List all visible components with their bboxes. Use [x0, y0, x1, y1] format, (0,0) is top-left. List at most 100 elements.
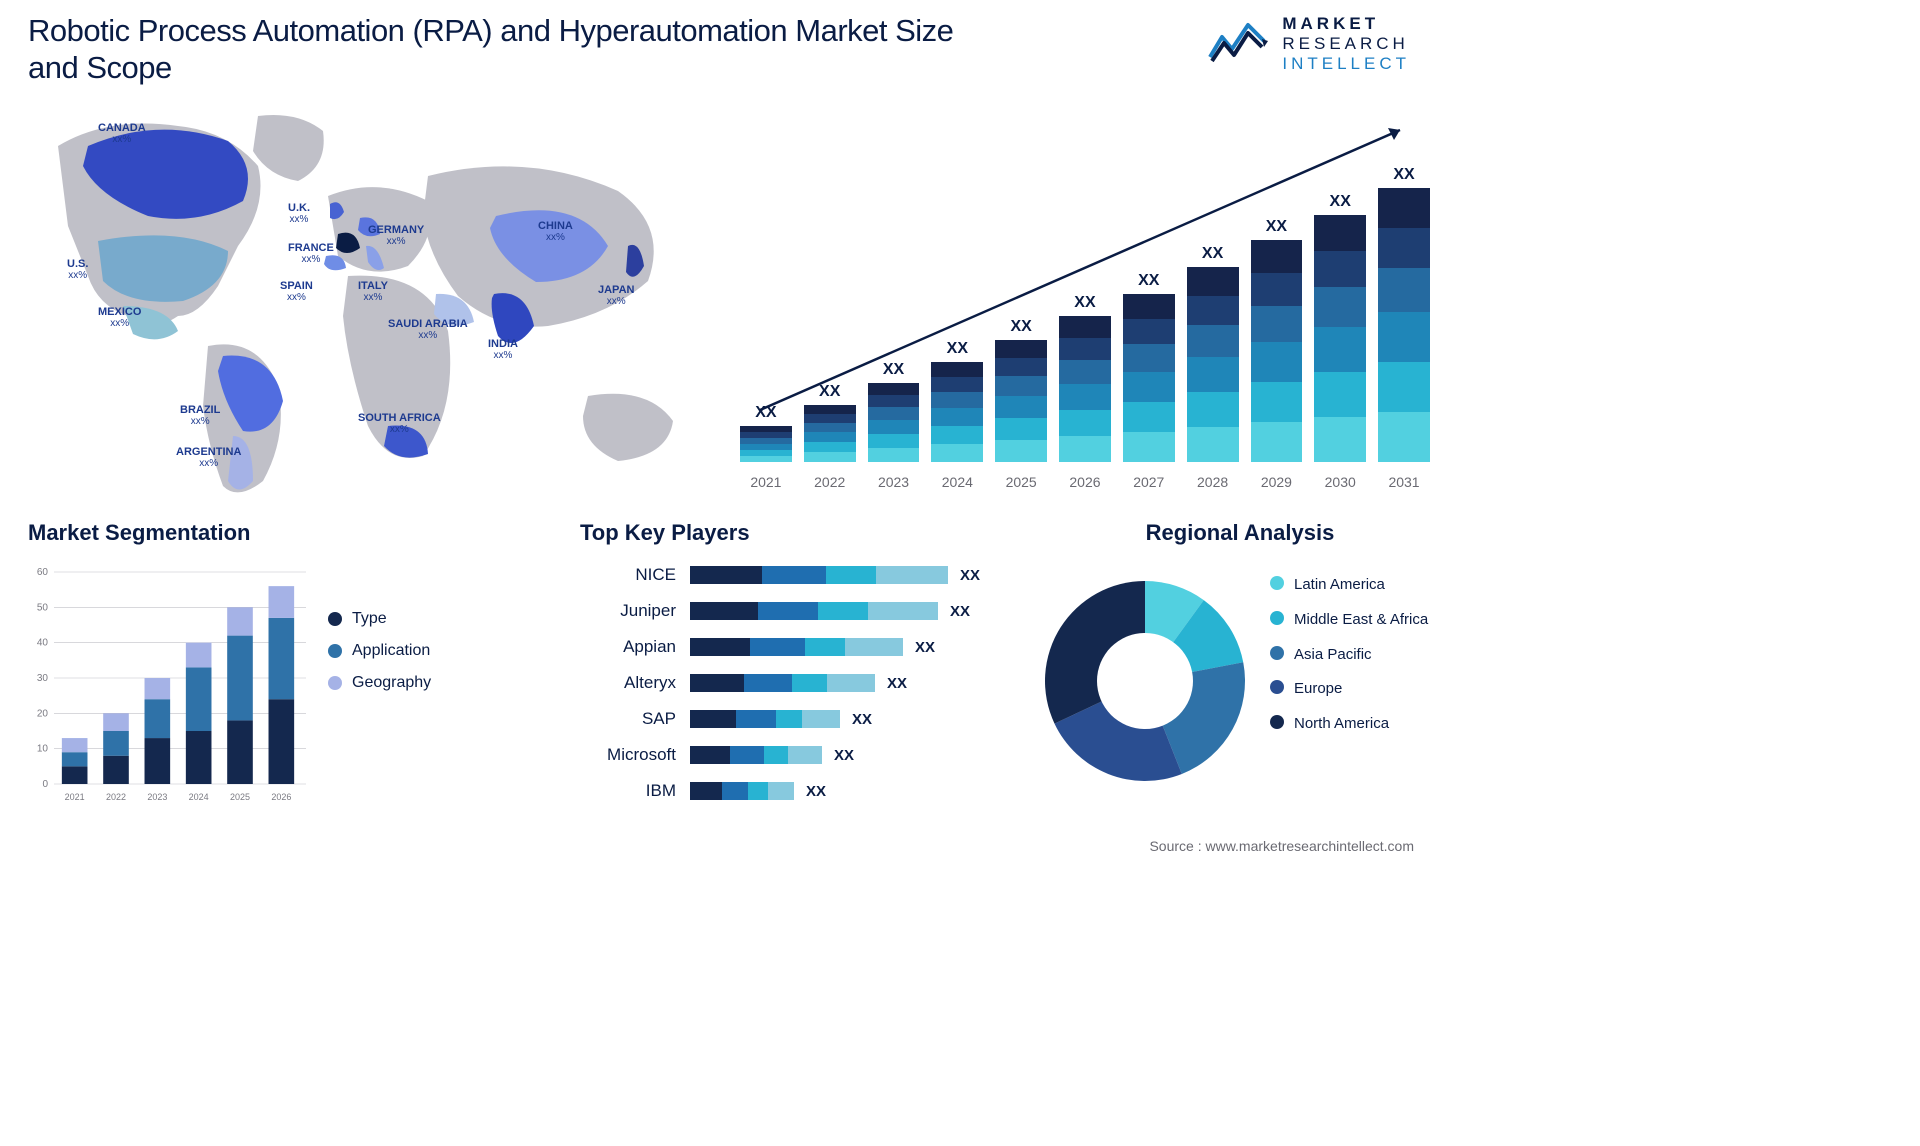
player-row: AlteryxXX: [580, 670, 1010, 696]
svg-text:50: 50: [37, 602, 49, 613]
legend-row: Middle East & Africa: [1270, 611, 1428, 630]
legend-label: Application: [352, 642, 430, 660]
growth-bar-2028: XX: [1187, 245, 1239, 462]
map-label-argentina: ARGENTINAxx%: [176, 446, 241, 469]
player-name: Alteryx: [580, 673, 690, 693]
player-value-label: XX: [822, 747, 854, 764]
player-segment: [690, 602, 758, 620]
growth-segment: [1314, 372, 1366, 417]
player-value-label: XX: [903, 639, 935, 656]
segmentation-chart: 0102030405060 202120222023202420252026: [28, 566, 308, 806]
growth-value-label: XX: [1393, 166, 1414, 184]
player-segment: [776, 710, 802, 728]
growth-value-label: XX: [1330, 193, 1351, 211]
svg-text:2026: 2026: [271, 792, 291, 802]
seg-bar-segment: [186, 667, 212, 731]
seg-bar-segment: [269, 699, 295, 784]
growth-segment: [740, 456, 792, 462]
seg-bar-segment: [269, 618, 295, 699]
player-name: SAP: [580, 709, 690, 729]
player-row: IBMXX: [580, 778, 1010, 804]
growth-segment: [995, 376, 1047, 396]
map-label-spain: SPAINxx%: [280, 280, 313, 303]
growth-segment: [1059, 338, 1111, 360]
logo-line-2: RESEARCH: [1282, 34, 1410, 54]
map-label-u-s-: U.S.xx%: [67, 258, 88, 281]
player-segment: [744, 674, 792, 692]
player-value-label: XX: [840, 711, 872, 728]
growth-value-label: XX: [1266, 218, 1287, 236]
players-title: Top Key Players: [580, 520, 1010, 546]
svg-text:20: 20: [37, 708, 49, 719]
growth-bar-2031: XX: [1378, 166, 1430, 462]
growth-segment: [1251, 422, 1303, 462]
player-name: IBM: [580, 781, 690, 801]
growth-segment: [1314, 327, 1366, 372]
growth-segment: [1378, 188, 1430, 228]
growth-segment: [931, 426, 983, 444]
growth-segment: [868, 448, 920, 462]
growth-year-label: 2024: [931, 474, 983, 490]
player-row: Appian XX: [580, 634, 1010, 660]
seg-bar-segment: [186, 731, 212, 784]
growth-bar-2024: XX: [931, 340, 983, 462]
player-name: Appian: [580, 637, 690, 657]
svg-text:2025: 2025: [230, 792, 250, 802]
player-bar: [690, 566, 948, 584]
segmentation-legend: TypeApplicationGeography: [328, 610, 431, 706]
regional-title: Regional Analysis: [1040, 520, 1440, 546]
legend-label: Middle East & Africa: [1294, 611, 1428, 630]
player-segment: [730, 746, 764, 764]
map-label-saudi-arabia: SAUDI ARABIAxx%: [388, 318, 468, 341]
player-bar: [690, 674, 875, 692]
growth-segment: [1187, 392, 1239, 427]
player-row: SAP XX: [580, 706, 1010, 732]
player-value-label: XX: [948, 567, 980, 584]
seg-bar-segment: [103, 713, 129, 731]
growth-segment: [1123, 294, 1175, 319]
player-segment: [690, 674, 744, 692]
growth-segment: [1187, 357, 1239, 392]
growth-segment: [1123, 372, 1175, 402]
seg-bar-segment: [227, 607, 253, 635]
growth-segment: [995, 340, 1047, 358]
growth-year-label: 2022: [804, 474, 856, 490]
regional-panel: Regional Analysis Latin AmericaMiddle Ea…: [1040, 520, 1440, 820]
map-label-canada: CANADAxx%: [98, 122, 146, 145]
player-row: NICEXX: [580, 562, 1010, 588]
player-segment: [845, 638, 903, 656]
growth-segment: [931, 444, 983, 462]
legend-label: North America: [1294, 715, 1389, 734]
growth-segment: [931, 392, 983, 408]
legend-swatch: [328, 644, 342, 658]
svg-text:0: 0: [42, 779, 48, 790]
growth-year-label: 2021: [740, 474, 792, 490]
player-segment: [690, 710, 736, 728]
player-segment: [736, 710, 776, 728]
seg-bar-segment: [145, 738, 171, 784]
seg-bar-segment: [62, 738, 88, 752]
seg-bar-segment: [103, 756, 129, 784]
player-segment: [768, 782, 794, 800]
legend-row: Asia Pacific: [1270, 646, 1428, 665]
growth-bar-2021: XX: [740, 404, 792, 462]
growth-value-label: XX: [1010, 318, 1031, 336]
growth-segment: [931, 408, 983, 426]
player-bar: [690, 638, 903, 656]
map-label-india: INDIAxx%: [488, 338, 518, 361]
growth-value-label: XX: [1202, 245, 1223, 263]
map-label-china: CHINAxx%: [538, 220, 573, 243]
player-segment: [827, 674, 875, 692]
player-segment: [826, 566, 876, 584]
seg-bar-segment: [227, 720, 253, 784]
player-segment: [758, 602, 818, 620]
svg-text:2024: 2024: [189, 792, 209, 802]
player-segment: [788, 746, 822, 764]
growth-segment: [1251, 382, 1303, 422]
growth-segment: [1378, 412, 1430, 462]
regional-donut-chart: [1030, 566, 1260, 796]
logo-line-1: MARKET: [1282, 14, 1410, 34]
legend-swatch: [1270, 715, 1284, 729]
player-bar: [690, 710, 840, 728]
growth-segment: [1378, 312, 1430, 362]
